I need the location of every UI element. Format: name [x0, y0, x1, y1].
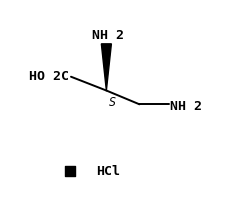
- Text: HO 2C: HO 2C: [29, 70, 69, 83]
- Text: HCl: HCl: [96, 165, 120, 178]
- Point: [68, 169, 72, 173]
- Polygon shape: [101, 44, 111, 91]
- Text: NH 2: NH 2: [170, 100, 202, 113]
- Text: NH 2: NH 2: [91, 29, 124, 42]
- Text: S: S: [109, 96, 116, 109]
